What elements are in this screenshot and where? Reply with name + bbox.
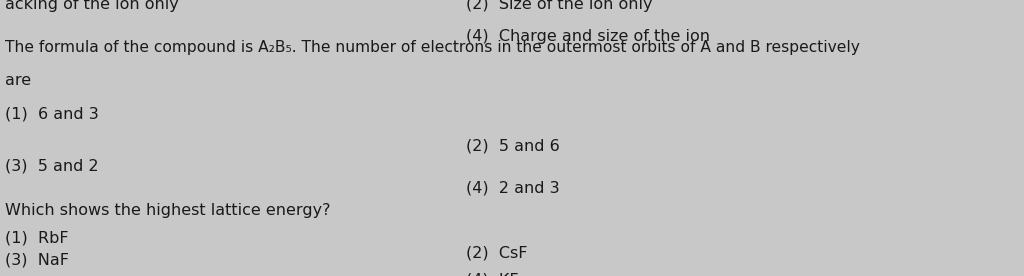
Text: (3)  5 and 2: (3) 5 and 2 <box>5 159 98 174</box>
Text: acking of the ion only: acking of the ion only <box>5 0 179 12</box>
Text: (2)  Size of the ion only: (2) Size of the ion only <box>466 0 652 12</box>
Text: The formula of the compound is A₂B₅. The number of electrons in the outermost or: The formula of the compound is A₂B₅. The… <box>5 40 860 55</box>
Text: (4)  Charge and size of the ion: (4) Charge and size of the ion <box>466 29 710 44</box>
Text: (1)  6 and 3: (1) 6 and 3 <box>5 107 99 121</box>
Text: (4)  KF: (4) KF <box>466 272 518 276</box>
Text: (2)  5 and 6: (2) 5 and 6 <box>466 138 560 153</box>
Text: Which shows the highest lattice energy?: Which shows the highest lattice energy? <box>5 203 331 218</box>
Text: (2)  CsF: (2) CsF <box>466 246 527 261</box>
Text: (1)  RbF: (1) RbF <box>5 231 69 246</box>
Text: are: are <box>5 73 32 88</box>
Text: (4)  2 and 3: (4) 2 and 3 <box>466 181 559 196</box>
Text: (3)  NaF: (3) NaF <box>5 253 70 268</box>
